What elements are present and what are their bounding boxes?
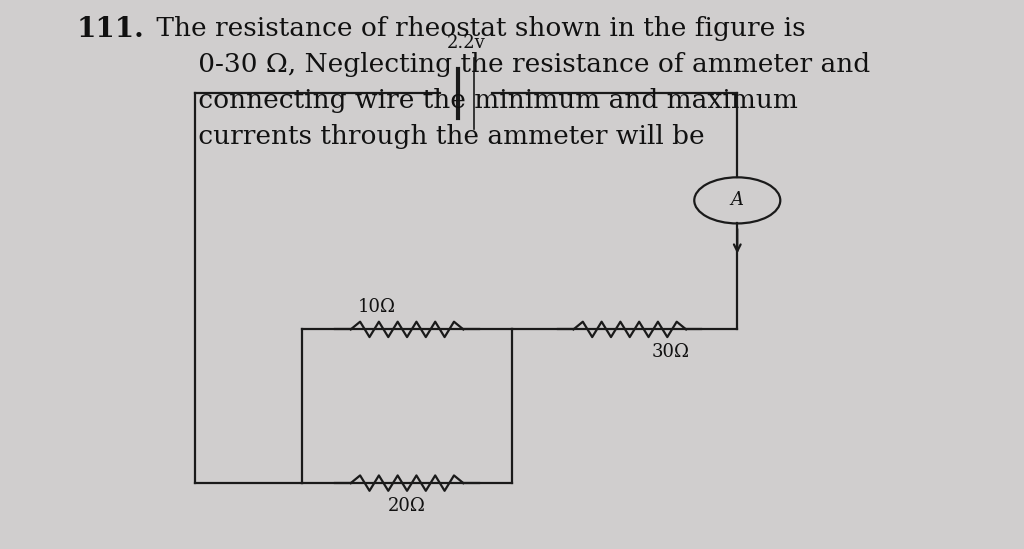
Text: The resistance of rheostat shown in the figure is
      0-30 Ω, Neglecting the r: The resistance of rheostat shown in the …: [148, 16, 870, 149]
Text: 30Ω: 30Ω: [651, 343, 690, 361]
Text: 111.: 111.: [77, 16, 144, 43]
Text: A: A: [731, 192, 743, 209]
Text: 2.2v: 2.2v: [446, 34, 485, 52]
Text: 20Ω: 20Ω: [388, 497, 426, 515]
Text: 10Ω: 10Ω: [357, 298, 395, 316]
